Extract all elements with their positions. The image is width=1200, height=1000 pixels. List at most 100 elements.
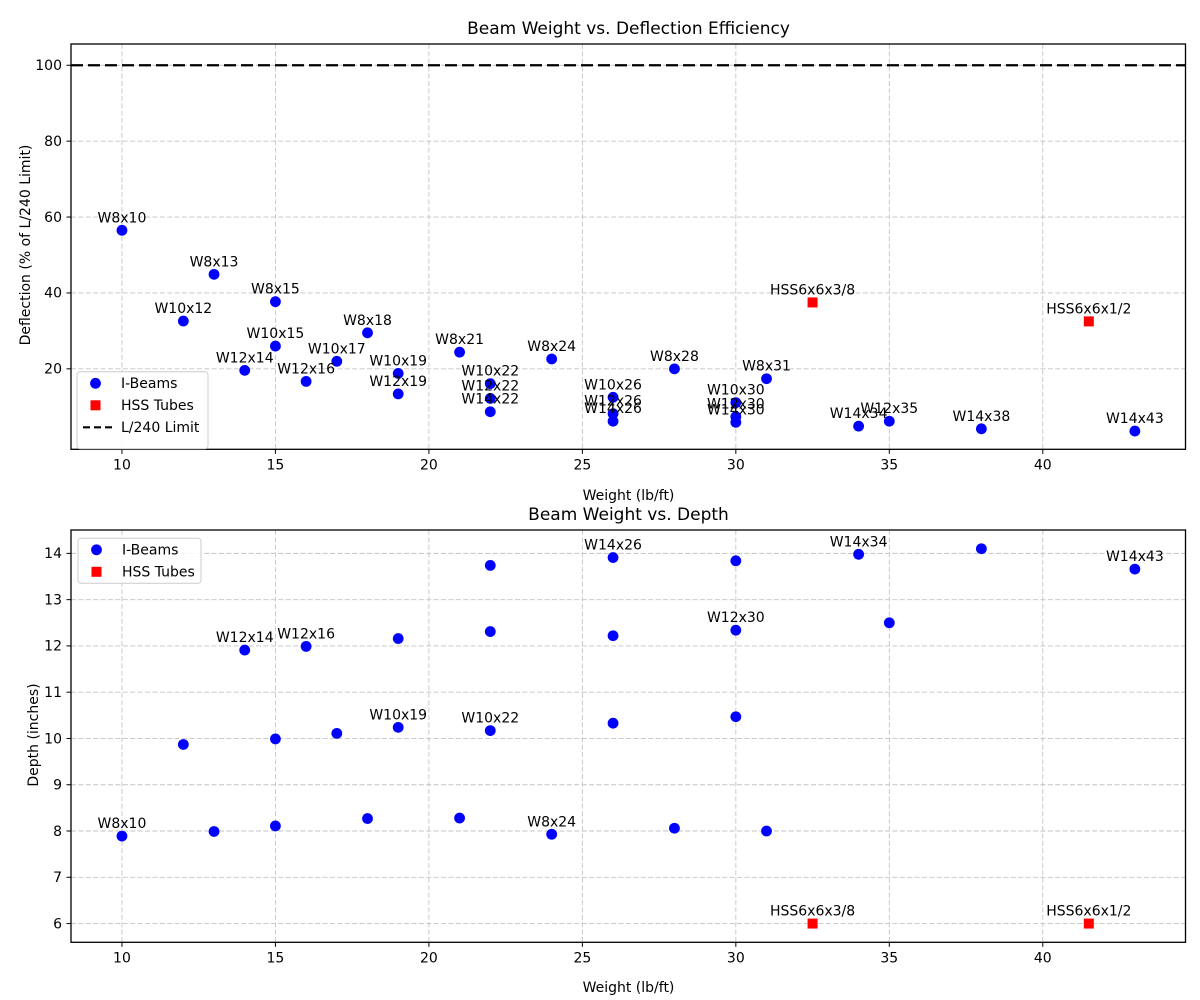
tick-labels: 10 15 20 25 30 35 40 20 40 60 80 100	[35, 58, 1051, 473]
point-label-W12x14: W12x14	[216, 350, 274, 366]
data-point-W12x16	[300, 640, 312, 652]
deflection-chart-ylabel: Deflection (% of L/240 Limit)	[18, 144, 34, 346]
point-label-W12x26: W12x26	[584, 394, 642, 410]
point-label-W8x31: W8x31	[742, 359, 791, 375]
data-point-W12x35	[883, 415, 895, 427]
deflection-chart: 10 15 20 25 30 35 4020406080100W8x10W10x12W8x1…	[35, 43, 1187, 473]
point-labels: W8x10 W12x14 W12x16 W10x19 W10x22 W8x24 W14x26…	[98, 534, 1164, 919]
y-tick-label: 8	[53, 824, 62, 840]
data-point-W14x22	[484, 406, 496, 418]
data-point-W10x15	[270, 733, 281, 745]
data-point-W8x24	[546, 828, 558, 840]
point-label-W12x19: W12x19	[369, 374, 427, 390]
legend-circle-marker	[90, 377, 101, 389]
depth-chart-ylabel: Depth (inches)	[26, 683, 42, 787]
x-tick-label: 35	[880, 457, 898, 473]
point-label-W12x14: W12x14	[216, 630, 274, 646]
point-label-HSS6x6x3/8: HSS6x6x3/8	[770, 904, 855, 920]
data-point-W14x38	[975, 423, 987, 435]
data-point-W14x26	[607, 415, 619, 427]
data-point-W12x14	[239, 364, 251, 376]
x-tick-label: 30	[727, 950, 745, 966]
data-point-W8x18	[362, 813, 373, 824]
point-label-W14x43: W14x43	[1106, 549, 1164, 565]
grid	[71, 530, 1186, 943]
data-point-W10x26	[607, 391, 619, 403]
point-labels: W8x10 W10x12 W8x13 W12x14 W8x15 W10x15 W12x16 W…	[98, 210, 1164, 427]
plot-border	[70, 529, 1187, 943]
y-tick-label: 60	[44, 210, 62, 226]
y-tick-label: 13	[44, 592, 62, 608]
point-label-W14x34: W14x34	[830, 406, 888, 422]
data-point-W12x22	[484, 393, 496, 404]
y-tick-label: 100	[35, 58, 62, 74]
y-tick-label: 6	[53, 916, 62, 932]
data-point-W8x10	[116, 830, 128, 842]
data-point-W8x21	[454, 812, 465, 824]
data-point-W12x19	[392, 388, 404, 400]
point-label-W12x22: W12x22	[461, 378, 519, 394]
data-point-W10x19	[392, 368, 404, 379]
data-point-W14x22	[484, 559, 496, 571]
point-label-W14x38: W14x38	[953, 409, 1011, 425]
x-tick-label: 40	[1034, 950, 1052, 966]
data-point-W10x17	[331, 355, 343, 367]
point-label-W10x17: W10x17	[308, 341, 366, 357]
data-point-W8x28	[669, 822, 680, 834]
data-point-W8x31	[761, 825, 772, 837]
data-point-W8x10	[116, 224, 128, 236]
x-tick-label: 25	[573, 950, 591, 966]
x-tick-label: 15	[267, 950, 285, 966]
x-tick-label: 15	[267, 457, 285, 473]
point-label-W8x15: W8x15	[251, 282, 300, 298]
point-label-W8x18: W8x18	[343, 313, 392, 329]
y-tick-label: 9	[53, 778, 62, 794]
x-tick-label: 10	[113, 457, 131, 473]
deflection-chart-xlabel: Weight (lb/ft)	[582, 488, 675, 504]
data-point-W8x13	[208, 826, 220, 837]
legend-label: HSS Tubes	[121, 398, 194, 414]
x-tick-label: 40	[1034, 457, 1052, 473]
legend-square-marker	[90, 400, 101, 411]
point-label-W12x16: W12x16	[277, 626, 335, 642]
x-tick-label: 10	[113, 950, 131, 966]
legend: I-Beams HSS Tubes L/240 Limit	[76, 371, 209, 450]
depth-chart-xlabel: Weight (lb/ft)	[582, 980, 675, 996]
data-point-W14x30	[730, 416, 742, 428]
x-tick-label: 25	[573, 457, 591, 473]
y-tick-label: 10	[44, 731, 62, 747]
point-label-W12x30: W12x30	[707, 610, 765, 626]
data-point-W8x13	[208, 268, 220, 280]
data-point-HSS6x6x1/2	[1083, 918, 1094, 929]
point-label-W14x30: W14x30	[707, 402, 765, 418]
legend-square-marker	[91, 566, 102, 577]
data-point-W12x19	[392, 633, 404, 644]
point-label-W12x30: W12x30	[707, 397, 765, 413]
x-tick-label: 20	[420, 950, 438, 966]
x-tick-label: 35	[880, 950, 898, 966]
data-point-W8x18	[362, 327, 373, 339]
x-tick-label: 30	[727, 457, 745, 473]
data-point-W12x16	[300, 375, 312, 387]
data-point-W12x26	[607, 630, 619, 642]
data-point-W10x15	[270, 340, 281, 352]
point-label-HSS6x6x1/2: HSS6x6x1/2	[1046, 301, 1131, 317]
data-points	[116, 224, 1141, 437]
data-point-W8x15	[270, 296, 281, 308]
data-point-W8x15	[270, 820, 281, 832]
legend-label: L/240 Limit	[121, 420, 200, 436]
deflection-chart-title: Beam Weight vs. Deflection Efficiency	[467, 19, 790, 39]
y-tick-label: 80	[44, 134, 62, 150]
point-label-W10x26: W10x26	[584, 377, 642, 393]
data-point-W12x30	[730, 624, 742, 636]
data-point-W14x34	[853, 420, 865, 432]
data-point-W14x38	[975, 543, 987, 555]
point-label-W8x24: W8x24	[527, 339, 576, 355]
point-label-W10x15: W10x15	[247, 326, 305, 342]
point-label-W8x24: W8x24	[527, 814, 576, 830]
point-label-W8x21: W8x21	[435, 332, 484, 348]
x-tick-label: 20	[420, 457, 438, 473]
data-point-HSS6x6x3/8	[807, 297, 818, 308]
